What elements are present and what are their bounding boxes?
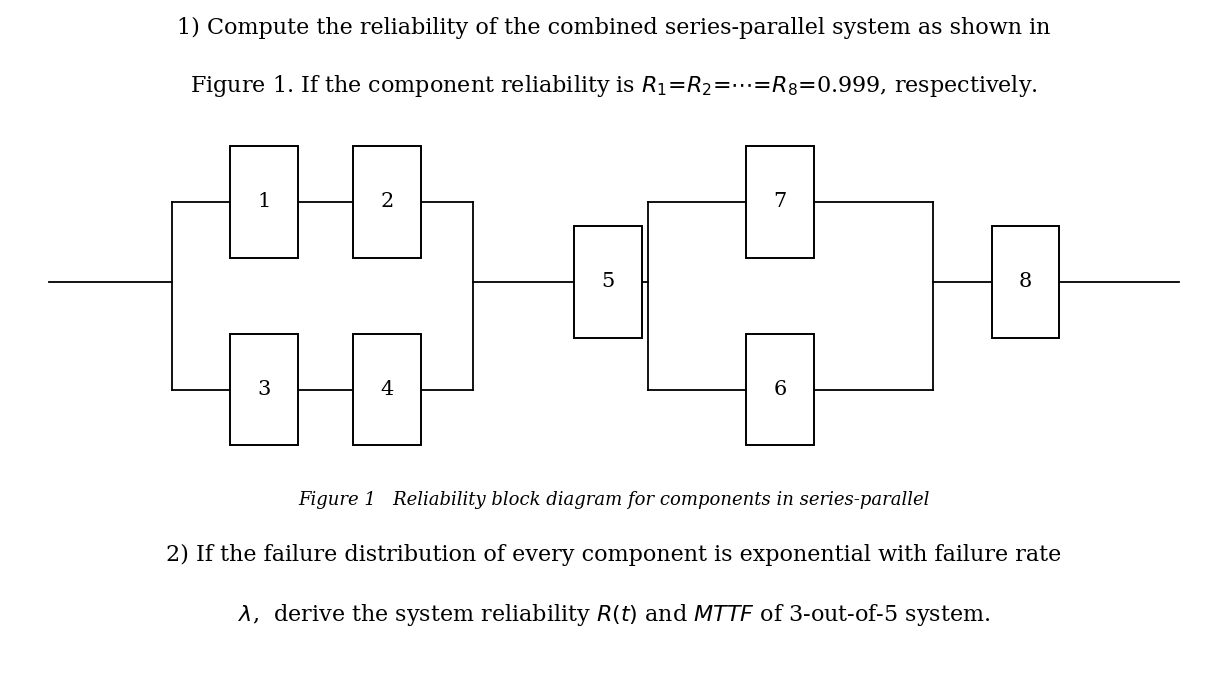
Text: 3: 3 [258, 380, 270, 400]
Bar [747, 146, 814, 258]
Text: $\lambda$,  derive the system reliability $R(t)$ and $MTTF$ of 3-out-of-5 system: $\lambda$, derive the system reliability… [238, 602, 990, 628]
Bar [231, 146, 297, 258]
Bar [354, 334, 420, 445]
Bar [231, 334, 297, 445]
Text: 4: 4 [381, 380, 393, 400]
Text: 8: 8 [1019, 272, 1032, 292]
Text: 2) If the failure distribution of every component is exponential with failure ra: 2) If the failure distribution of every … [166, 544, 1062, 567]
Bar [354, 146, 420, 258]
Text: Figure 1. If the component reliability is $R_1$=$R_2$=$\cdots$=$R_8$=0.999, resp: Figure 1. If the component reliability i… [190, 73, 1038, 99]
Text: 1: 1 [258, 192, 270, 212]
Text: 1) Compute the reliability of the combined series-parallel system as shown in: 1) Compute the reliability of the combin… [177, 17, 1051, 40]
Text: 7: 7 [774, 192, 786, 212]
Bar [992, 226, 1060, 338]
Text: Figure 1   Reliability block diagram for components in series-parallel: Figure 1 Reliability block diagram for c… [298, 491, 930, 509]
Text: 2: 2 [381, 192, 393, 212]
Bar [747, 334, 814, 445]
Bar [573, 226, 641, 338]
Text: 6: 6 [774, 380, 786, 400]
Text: 5: 5 [602, 272, 614, 292]
